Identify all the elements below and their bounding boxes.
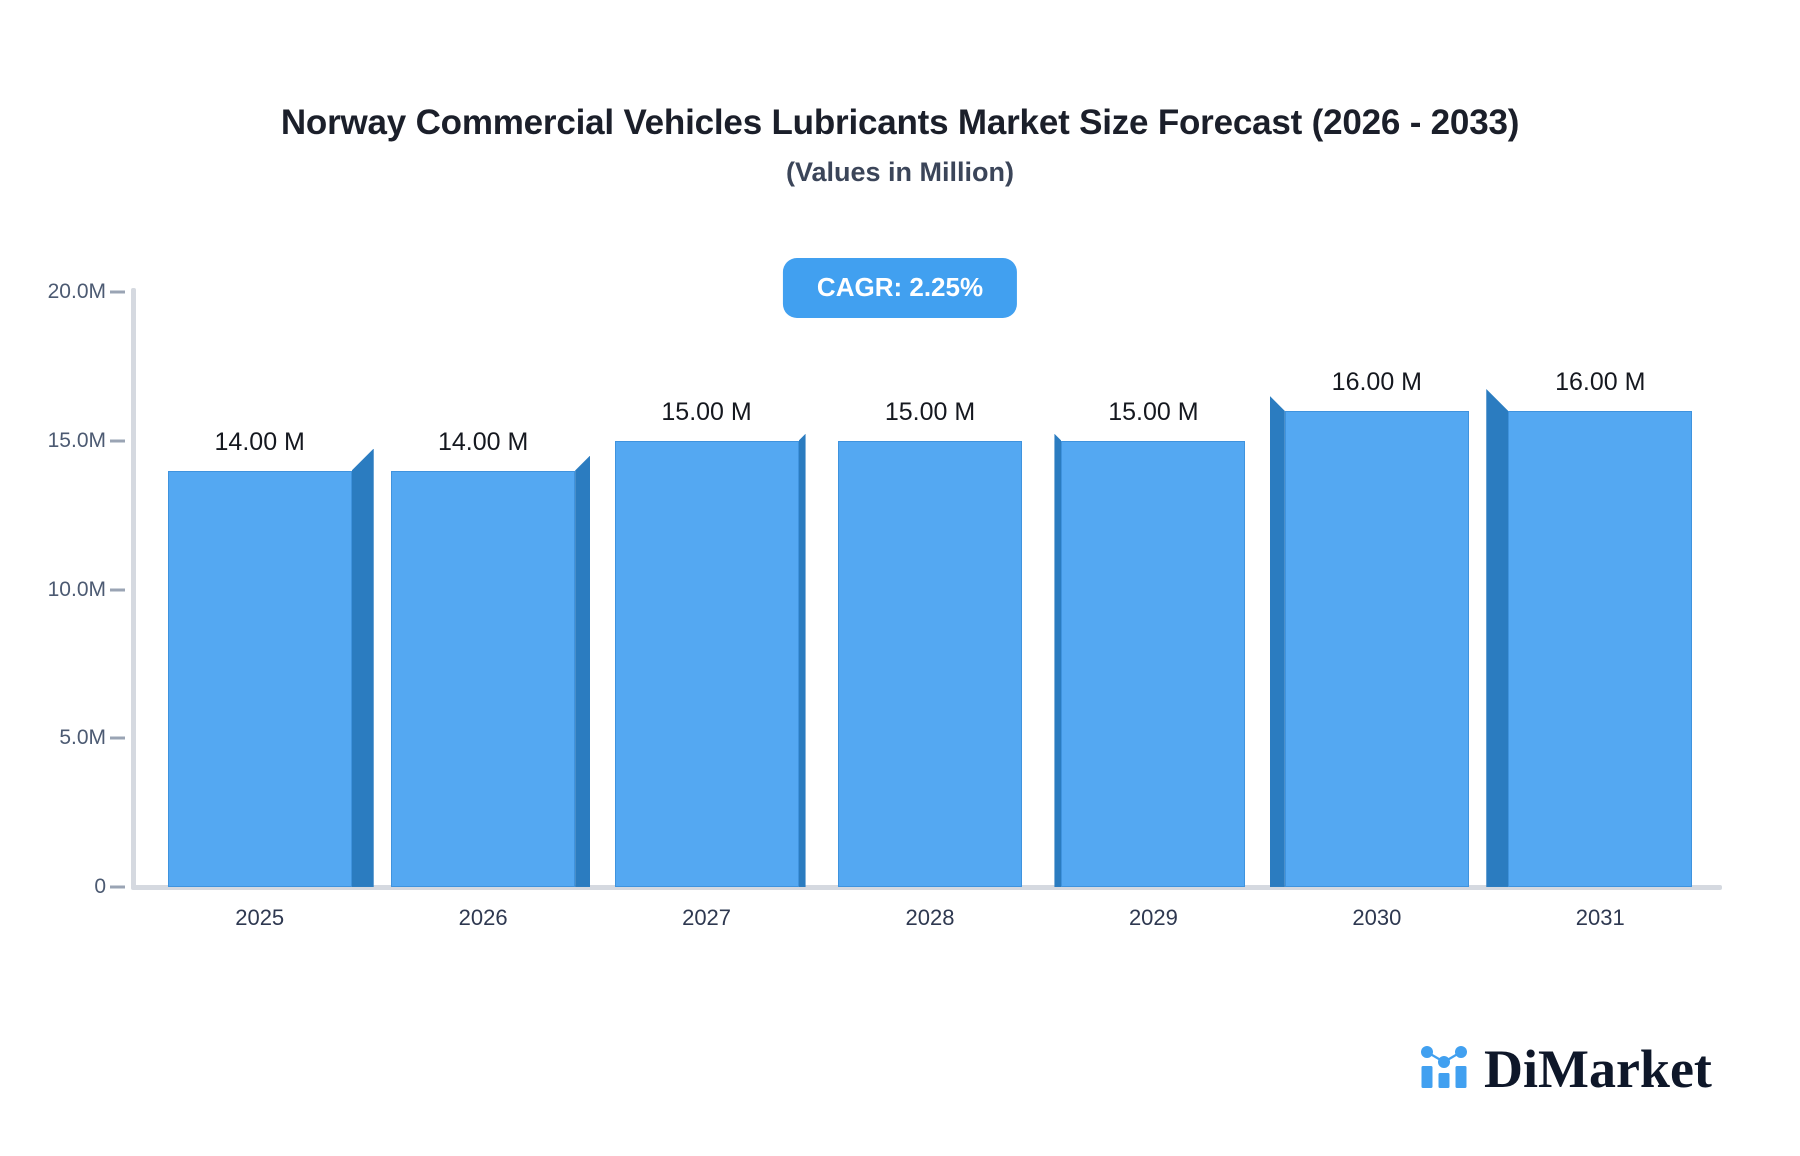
bar-value-label: 15.00 M: [884, 397, 976, 426]
bar-front-face: [167, 470, 352, 887]
bar-front-face: [1061, 440, 1246, 887]
y-axis-tick-label: 5.0M: [59, 726, 106, 750]
bar-value-label: 16.00 M: [1331, 368, 1423, 396]
bar-side-face: [1269, 396, 1285, 887]
bar-value-label: 14.00 M: [437, 427, 529, 456]
bar-chart-dots-icon: [1418, 1040, 1470, 1097]
bar-value-label: 16.00 M: [1555, 368, 1646, 396]
bar-side-face: [575, 455, 591, 887]
chart-title: Norway Commercial Vehicles Lubricants Ma…: [280, 103, 1520, 142]
x-axis-line: [131, 885, 1722, 890]
y-axis-tick-mark: [110, 439, 125, 443]
bar-value-label: 15.00 M: [661, 397, 752, 426]
chart-header: Norway Commercial Vehicles Lubricants Ma…: [0, 102, 1800, 188]
bar-value-label: 15.00 M: [1108, 397, 1199, 426]
bar-front-face: [391, 470, 576, 887]
bar-front-face: [614, 440, 799, 887]
bar-side-face: [1486, 389, 1509, 887]
bar-front-face: [1284, 411, 1469, 887]
y-axis-tick-label: 20.0M: [47, 280, 106, 303]
y-axis-tick-label: 15.0M: [47, 428, 106, 452]
x-axis-tick-label: 2027: [682, 905, 732, 930]
bar-side-face: [351, 448, 374, 887]
bar-front-face: [838, 440, 1022, 887]
y-axis-line: [131, 288, 136, 889]
cagr-badge: CAGR: 2.25%: [782, 258, 1018, 318]
chart-subtitle: (Values in Million): [785, 157, 1015, 187]
y-axis-tick-mark: [110, 588, 125, 591]
y-axis-tick-mark: [110, 736, 125, 740]
x-axis-tick-label: 2030: [1352, 905, 1402, 930]
bar-value-label: 14.00 M: [214, 427, 305, 456]
y-axis-tick-mark: [110, 290, 125, 294]
brand-logo: DiMarket: [1418, 1040, 1712, 1097]
y-axis-tick-label: 0: [94, 875, 106, 898]
x-axis-tick-label: 2025: [235, 905, 285, 930]
bar-front-face: [1508, 411, 1693, 887]
y-axis-tick-label: 10.0M: [47, 577, 106, 601]
y-axis-tick-mark: [110, 885, 125, 889]
x-axis-tick-label: 2028: [905, 905, 955, 930]
x-axis-tick-label: 2026: [458, 905, 508, 930]
bar-side-face: [1054, 433, 1062, 887]
x-axis-tick-label: 2031: [1575, 905, 1625, 930]
brand-name: DiMarket: [1484, 1038, 1712, 1099]
bar-side-face: [798, 433, 806, 887]
x-axis-tick-label: 2029: [1128, 905, 1178, 930]
